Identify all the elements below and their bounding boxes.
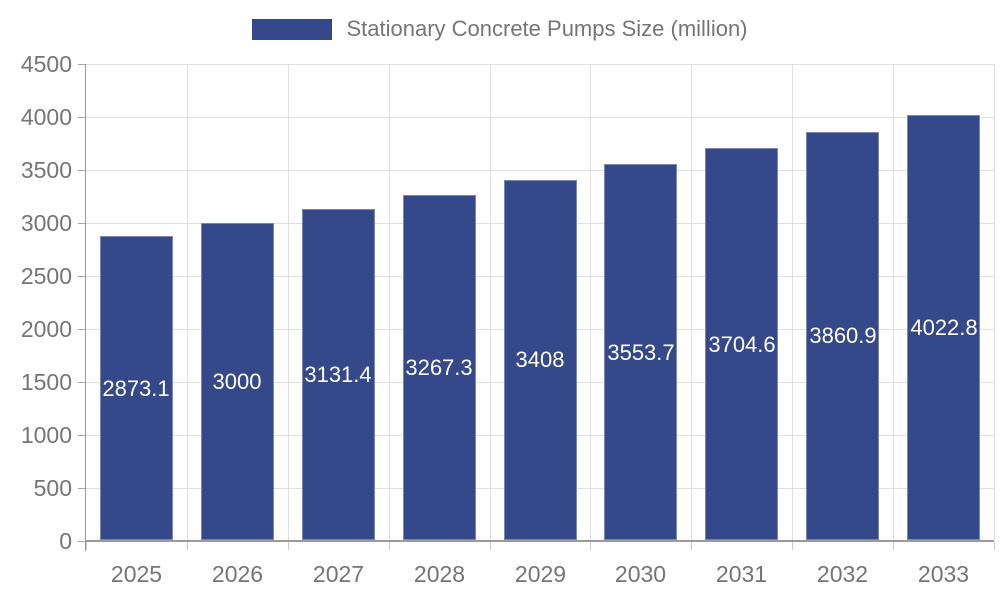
- bar-value-label: 2873.1: [102, 376, 170, 401]
- x-gridline: [590, 64, 591, 541]
- bar-value-label: 4022.8: [910, 315, 978, 340]
- legend-label[interactable]: Stationary Concrete Pumps Size (million): [346, 16, 748, 41]
- y-tick-label: 2500: [20, 263, 72, 289]
- bar-value-label: 3860.9: [809, 323, 877, 348]
- x-tick-label: 2033: [917, 561, 970, 587]
- y-tick-label: 4000: [20, 104, 72, 130]
- x-tick-label: 2032: [816, 561, 869, 587]
- x-tick-label: 2031: [715, 561, 768, 587]
- x-axis-tick: [490, 542, 491, 550]
- y-tick-label: 0: [59, 528, 72, 554]
- x-axis-tick: [691, 542, 692, 550]
- x-tick-label: 2026: [211, 561, 264, 587]
- x-axis-tick: [792, 542, 793, 550]
- bar-value-label: 3408: [515, 347, 565, 372]
- y-gridline: [86, 170, 994, 171]
- y-axis-tick: [78, 488, 86, 489]
- y-tick-label: 2000: [20, 316, 72, 342]
- x-gridline: [490, 64, 491, 541]
- y-axis-tick: [78, 541, 86, 542]
- x-axis-tick: [590, 542, 591, 550]
- bar-value-label: 3704.6: [708, 332, 776, 357]
- x-gridline: [389, 64, 390, 541]
- x-axis-line: [86, 540, 994, 542]
- x-axis-tick: [288, 542, 289, 550]
- x-gridline: [691, 64, 692, 541]
- x-tick-label: 2025: [110, 561, 163, 587]
- x-gridline: [187, 64, 188, 541]
- bar[interactable]: [201, 223, 274, 540]
- y-axis-tick: [78, 435, 86, 436]
- bar[interactable]: [100, 236, 173, 540]
- y-axis-tick: [78, 382, 86, 383]
- y-tick-label: 4500: [20, 51, 72, 77]
- y-tick-label: 3500: [20, 157, 72, 183]
- legend: Stationary Concrete Pumps Size (million): [0, 16, 1000, 42]
- y-tick-label: 1500: [20, 369, 72, 395]
- bar-value-label: 3000: [212, 369, 262, 394]
- y-axis-tick: [78, 64, 86, 65]
- x-gridline: [893, 64, 894, 541]
- x-gridline: [288, 64, 289, 541]
- bar-value-label: 3131.4: [304, 362, 372, 387]
- x-axis-tick: [187, 542, 188, 550]
- bar[interactable]: [302, 209, 375, 540]
- y-gridline: [86, 64, 994, 65]
- bar[interactable]: [705, 148, 778, 540]
- x-tick-label: 2029: [514, 561, 567, 587]
- y-axis-tick: [78, 223, 86, 224]
- legend-swatch[interactable]: [252, 18, 333, 40]
- bar[interactable]: [604, 164, 677, 540]
- x-tick-label: 2028: [413, 561, 466, 587]
- bar-value-label: 3553.7: [607, 340, 675, 365]
- y-gridline: [86, 117, 994, 118]
- x-axis-tick: [389, 542, 390, 550]
- x-gridline: [994, 64, 995, 541]
- x-tick-label: 2030: [614, 561, 667, 587]
- y-tick-label: 3000: [20, 210, 72, 236]
- y-axis-tick: [78, 276, 86, 277]
- y-tick-label: 1000: [20, 422, 72, 448]
- y-axis-tick: [78, 329, 86, 330]
- y-axis-tick: [78, 117, 86, 118]
- bar[interactable]: [504, 180, 577, 540]
- y-axis-line: [85, 64, 86, 551]
- bar-value-label: 3267.3: [405, 355, 473, 380]
- bar[interactable]: [806, 132, 879, 540]
- x-tick-label: 2027: [312, 561, 365, 587]
- y-tick-label: 500: [33, 475, 72, 501]
- bar[interactable]: [907, 115, 980, 540]
- bar[interactable]: [403, 195, 476, 540]
- y-axis-tick: [78, 170, 86, 171]
- x-axis-tick: [893, 542, 894, 550]
- x-gridline: [792, 64, 793, 541]
- x-axis-tick: [86, 542, 87, 550]
- x-axis-tick: [994, 542, 995, 550]
